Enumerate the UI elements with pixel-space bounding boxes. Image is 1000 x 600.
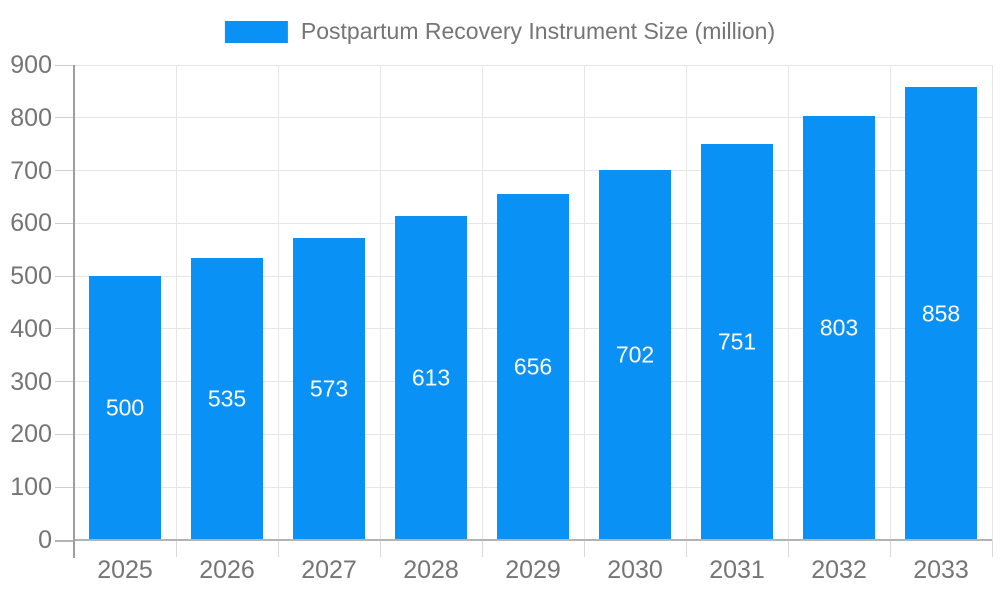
- y-tick-mark-800: [55, 117, 74, 119]
- y-tick-label-800: 800: [10, 103, 52, 132]
- y-tick-label-500: 500: [10, 262, 52, 291]
- y-tick-mark-100: [55, 486, 74, 488]
- y-tick-mark-500: [55, 275, 74, 277]
- y-tick-label-100: 100: [10, 473, 52, 502]
- x-tick-mark-7: [787, 540, 789, 557]
- y-tick-mark-200: [55, 433, 74, 435]
- gridline-v-6: [685, 65, 687, 540]
- x-tick-label-2026: 2026: [199, 556, 255, 584]
- x-tick-label-2030: 2030: [607, 556, 663, 584]
- gridline-v-1: [175, 65, 177, 540]
- legend-label: Postpartum Recovery Instrument Size (mil…: [300, 18, 776, 44]
- bar-2028[interactable]: 613: [395, 216, 467, 540]
- bar-value-label-2026: 535: [207, 385, 247, 412]
- y-tick-mark-300: [55, 381, 74, 383]
- y-axis-line: [73, 65, 75, 558]
- x-tick-label-2029: 2029: [505, 556, 561, 584]
- bar-2026[interactable]: 535: [191, 257, 263, 540]
- x-tick-label-2032: 2032: [811, 556, 867, 584]
- y-tick-mark-400: [55, 328, 74, 330]
- bar-2031[interactable]: 751: [701, 143, 773, 540]
- y-tick-label-300: 300: [10, 367, 52, 396]
- y-tick-label-600: 600: [10, 209, 52, 238]
- y-tick-label-700: 700: [10, 156, 52, 185]
- x-tick-mark-2: [277, 540, 279, 557]
- x-tick-mark-1: [175, 540, 177, 557]
- y-tick-label-200: 200: [10, 420, 52, 449]
- gridline-h-900: [74, 64, 992, 66]
- legend[interactable]: Postpartum Recovery Instrument Size (mil…: [224, 18, 776, 45]
- x-tick-label-2025: 2025: [97, 556, 153, 584]
- x-tick-label-2028: 2028: [403, 556, 459, 584]
- gridline-v-9: [991, 65, 993, 540]
- bar-2033[interactable]: 858: [905, 87, 977, 540]
- x-tick-mark-3: [379, 540, 381, 557]
- y-tick-label-900: 900: [10, 51, 52, 79]
- x-tick-mark-8: [889, 540, 891, 557]
- y-tick-mark-600: [55, 222, 74, 224]
- gridline-v-2: [277, 65, 279, 540]
- gridline-v-3: [379, 65, 381, 540]
- bar-2029[interactable]: 656: [497, 193, 569, 540]
- y-tick-label-0: 0: [38, 526, 52, 554]
- legend-swatch-icon: [224, 20, 288, 43]
- x-axis-line: [74, 539, 992, 541]
- gridline-h-800: [74, 117, 992, 119]
- bar-value-label-2027: 573: [309, 375, 349, 402]
- bar-value-label-2029: 656: [513, 353, 553, 380]
- bar-2032[interactable]: 803: [803, 116, 875, 540]
- x-tick-mark-6: [685, 540, 687, 557]
- gridline-v-5: [583, 65, 585, 540]
- y-tick-mark-900: [55, 64, 74, 66]
- bar-2027[interactable]: 573: [293, 237, 365, 540]
- gridline-v-7: [787, 65, 789, 540]
- x-tick-label-2031: 2031: [709, 556, 765, 584]
- x-tick-label-2033: 2033: [913, 556, 969, 584]
- plot-area: 500 535 573 613 656 702 751 803 858: [55, 64, 993, 558]
- y-tick-mark-700: [55, 170, 74, 172]
- bar-value-label-2031: 751: [717, 328, 757, 355]
- bar-2030[interactable]: 702: [599, 169, 671, 540]
- x-tick-mark-9: [991, 540, 993, 557]
- y-tick-mark-0: [55, 539, 74, 542]
- bar-value-label-2028: 613: [411, 364, 451, 391]
- gridline-h-700: [74, 170, 992, 172]
- y-tick-label-400: 400: [10, 314, 52, 343]
- x-tick-label-2027: 2027: [301, 556, 357, 584]
- bar-value-label-2025: 500: [105, 394, 145, 421]
- x-tick-mark-5: [583, 540, 585, 557]
- bar-value-label-2033: 858: [921, 300, 961, 327]
- x-tick-mark-4: [481, 540, 483, 557]
- gridline-v-8: [889, 65, 891, 540]
- bar-value-label-2032: 803: [819, 314, 859, 341]
- gridline-v-4: [481, 65, 483, 540]
- bar-2025[interactable]: 500: [89, 276, 161, 540]
- bar-value-label-2030: 702: [615, 341, 655, 368]
